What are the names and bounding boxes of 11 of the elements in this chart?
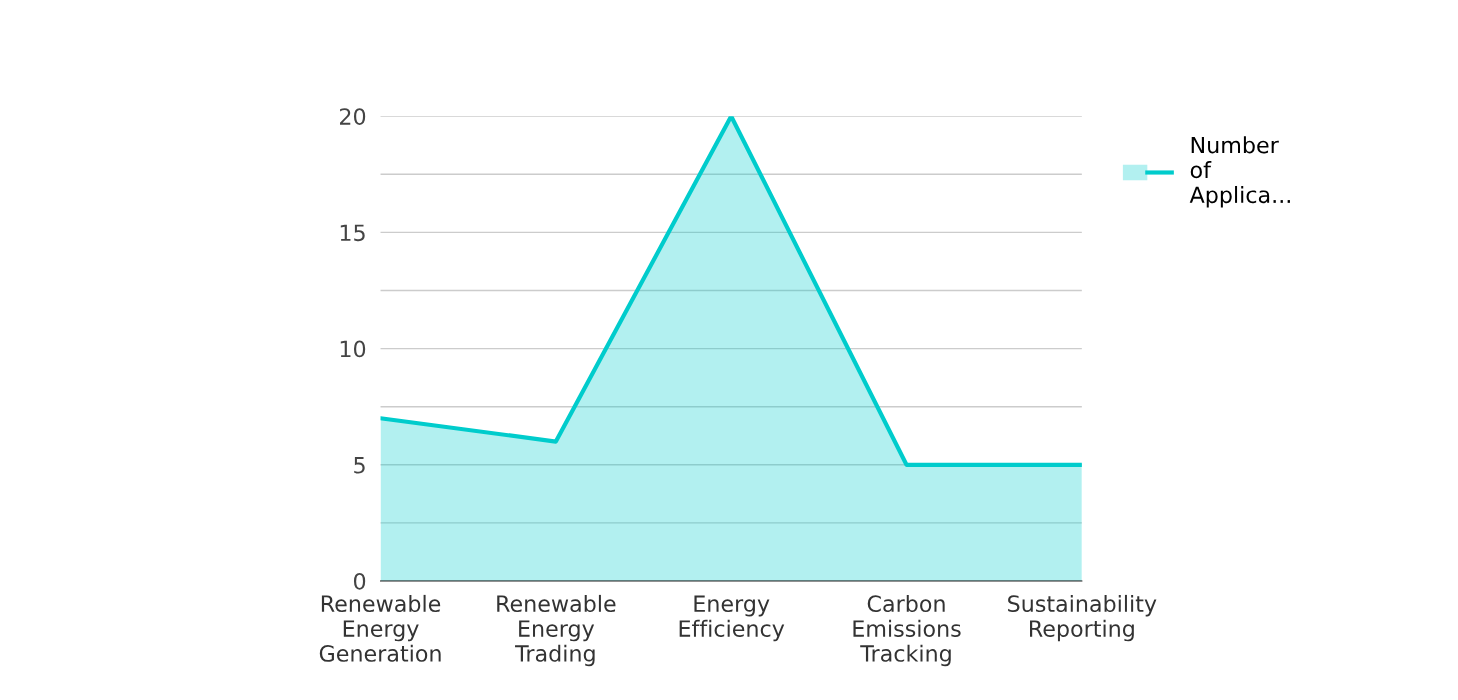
y-tick-label: 5 xyxy=(354,457,365,474)
x-tick-label: Energy Efficiency xyxy=(679,595,785,642)
legend-label: Number of Applica... xyxy=(1189,136,1290,208)
x-tick-label: Sustainability Reporting xyxy=(1008,594,1157,642)
y-tick-label: 20 xyxy=(340,108,366,125)
y-tick-label: 0 xyxy=(353,572,366,590)
x-tick-label: Renewable Energy Generation xyxy=(319,594,441,662)
y-tick-label: 10 xyxy=(340,340,366,358)
x-tick-label: Renewable Energy Trading xyxy=(497,594,616,667)
y-tick-label: 15 xyxy=(340,224,365,242)
x-tick-label: Carbon Emissions Tracking xyxy=(853,594,961,667)
